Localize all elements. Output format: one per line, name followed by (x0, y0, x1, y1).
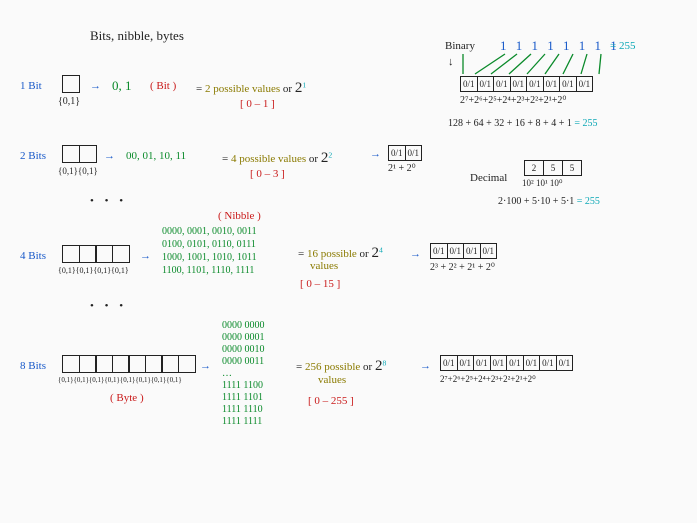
row-4bit-label: 4 Bits (20, 250, 46, 262)
row-8bit-label: 8 Bits (20, 360, 46, 372)
row-4bit-sub: {0,1}{0,1}{0,1}{0,1} (58, 266, 129, 275)
row-8bit-heading: ( Byte ) (110, 392, 144, 404)
arrow-icon: → (104, 150, 115, 162)
decimal-sum: 2·100 + 5·10 + 5·1 = 255 (498, 196, 600, 207)
row-4bit-boxes (62, 245, 128, 263)
row-4bit-sidebox: 0/10/10/10/1 (430, 243, 496, 259)
row-8bit-vals: 0000 00000000 00010000 00100000 0011…111… (222, 320, 265, 428)
row-2bit-boxes (62, 145, 95, 163)
row-2bit-range: [ 0 – 3 ] (250, 168, 285, 180)
row-1bit-label: 1 Bit (20, 80, 42, 92)
arrow-icon: → (140, 250, 151, 262)
row-4bit-poss2: values (310, 260, 338, 272)
row-8bit-range: [ 0 – 255 ] (308, 395, 354, 407)
arrow-icon: → (90, 80, 101, 92)
row-4bit-range: [ 0 – 15 ] (300, 278, 340, 290)
dots: • • • (90, 195, 127, 207)
row-4bit-sideunder: 2³ + 2² + 2¹ + 2⁰ (430, 262, 495, 273)
tick-icon: ↓ (448, 56, 454, 68)
arrow-icon: → (410, 248, 421, 260)
decimal-title: Decimal (470, 172, 507, 184)
dots: • • • (90, 300, 127, 312)
row-1bit-tag: ( Bit ) (150, 80, 176, 92)
decimal-places: 10² 10¹ 10⁰ (522, 178, 563, 189)
arrow-icon: → (370, 148, 381, 160)
page-title: Bits, nibble, bytes (90, 28, 184, 44)
row-1bit-poss: = 2 possible values or 21 (196, 80, 306, 97)
row-2bit-vals: 00, 01, 10, 11 (126, 150, 186, 162)
row-8bit-sub: {0,1}{0,1}{0,1}{0,1}{0,1}{0,1}{0,1}{0,1} (58, 376, 182, 384)
binary-powers: 2⁷+2⁶+2⁵+2⁴+2³+2²+2¹+2⁰ (460, 95, 566, 106)
row-8bit-boxes (62, 355, 194, 373)
arrow-icon: → (420, 360, 431, 372)
row-1bit-vals: 0, 1 (112, 78, 132, 94)
row-2bit-sidebox: 0/10/1 (388, 145, 421, 161)
decimal-digits: 255 (524, 160, 581, 176)
row-2bit-label: 2 Bits (20, 150, 46, 162)
row-2bit-poss: = 4 possible values or 22 (222, 150, 332, 167)
row-8bit-poss2: values (318, 374, 346, 386)
row-4bit-heading: ( Nibble ) (218, 210, 261, 222)
row-8bit-sidebox: 0/10/10/10/10/10/10/10/1 (440, 355, 572, 371)
binary-cells: 0/10/10/10/10/10/10/10/1 (460, 76, 592, 92)
row-2bit-sub: {0,1}{0,1} (58, 166, 98, 176)
row-8bit-sideunder: 2⁷+2⁶+2⁵+2⁴+2³+2²+2¹+2⁰ (440, 374, 536, 385)
arrow-icon: → (200, 360, 211, 372)
row-1bit-boxes (62, 75, 79, 93)
row-1bit-sub: {0,1} (58, 96, 80, 107)
row-4bit-vals: 0000, 0001, 0010, 00110100, 0101, 0110, … (162, 225, 257, 277)
row-2bit-sideunder: 2¹ + 2⁰ (388, 163, 416, 174)
binary-sum: 128 + 64 + 32 + 16 + 8 + 4 + 1 = 255 (448, 118, 597, 129)
row-8bit-poss: = 256 possible or 28 (296, 358, 386, 375)
row-1bit-range: [ 0 – 1 ] (240, 98, 275, 110)
